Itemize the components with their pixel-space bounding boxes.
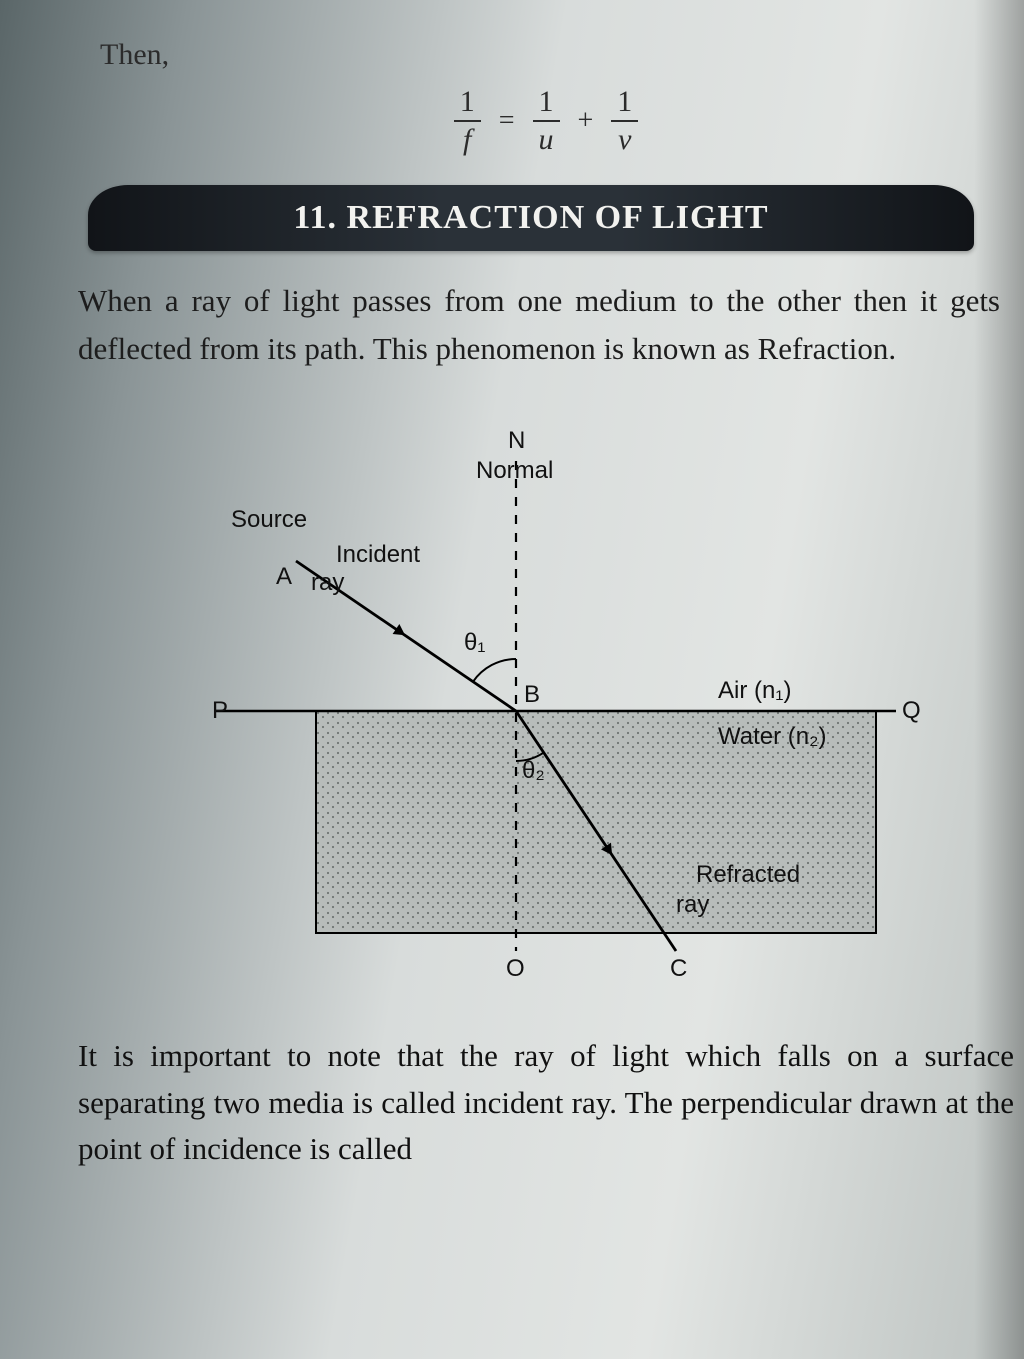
lens-formula: 1 f = 1 u + 1 v (78, 86, 1014, 155)
label-incident: Incident (336, 541, 420, 569)
intro-paragraph: When a ray of light passes from one medi… (78, 277, 1000, 373)
label-refracted-ray: ray (676, 891, 709, 919)
label-incident-ray: ray (311, 569, 344, 597)
refraction-diagram: NNormalSourceIncidentrayAθ₁PBAir (n₁)QWa… (136, 391, 956, 991)
label-Q: Q (902, 697, 921, 725)
plus-sign: + (578, 105, 594, 137)
label-C: C (670, 955, 687, 983)
fraction-1u: 1 u (533, 86, 560, 155)
page-container: Then, 1 f = 1 u + 1 v 11. REFRACTION OF … (0, 0, 1024, 1359)
label-normal: Normal (476, 457, 553, 485)
label-air: Air (n₁) (718, 677, 791, 705)
label-B: B (524, 681, 540, 709)
label-A: A (276, 563, 292, 591)
label-source: Source (231, 506, 307, 534)
label-N: N (508, 427, 525, 455)
label-water: Water (n₂) (718, 723, 826, 751)
intro-word: Then, (100, 38, 1014, 72)
equals-sign: = (499, 105, 515, 137)
label-P: P (212, 697, 228, 725)
fraction-1f: 1 f (454, 86, 481, 155)
section-heading-banner: 11. REFRACTION OF LIGHT (88, 185, 974, 251)
fraction-1v: 1 v (611, 86, 638, 155)
label-theta1: θ₁ (464, 629, 485, 657)
label-refracted: Refracted (696, 861, 800, 889)
bottom-paragraph: It is important to note that the ray of … (78, 1033, 1014, 1173)
label-O: O (506, 955, 525, 983)
label-theta2: θ₂ (522, 757, 545, 785)
